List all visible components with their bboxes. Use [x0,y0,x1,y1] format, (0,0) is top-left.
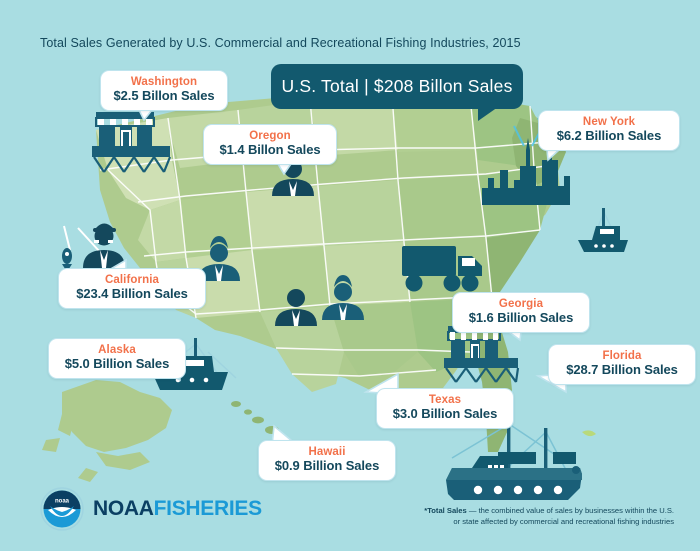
footnote-label: *Total Sales [424,506,467,515]
callout-value-florida: $28.7 Billion Sales [566,362,678,378]
logo-word-noaa: NOAA [93,497,154,520]
pier-icon-washington [92,112,172,173]
callout-value-texas: $3.0 Billion Sales [392,406,498,422]
us-total-banner: U.S. Total | $208 Billon Sales [271,64,523,109]
fisherman-icon-plains [198,236,240,281]
footnote-line-2: or state affected by commercial and recr… [453,517,674,527]
noaa-seal-text: noaa [55,499,70,505]
callout-value-oregon: $1.4 Billon Sales [219,142,321,158]
callout-state-georgia: Georgia [498,298,544,310]
page-title: Total Sales Generated by U.S. Commercial… [40,36,521,50]
callout-state-new-york: New York [582,116,636,128]
fishing-boat-icon-east [578,208,628,252]
callout-state-oregon: Oregon [249,130,291,142]
fisherman-hat-icon-california [62,223,125,272]
callout-florida[interactable]: Florida $28.7 Billion Sales [548,344,696,385]
logo-word-fisheries: FISHERIES [153,497,262,520]
delivery-truck-icon [402,246,482,292]
callout-state-washington: Washington [130,76,198,88]
noaa-fisheries-wordmark: NOAAFISHERIES [93,497,262,521]
fisherman-icon-southeast-b [322,275,364,320]
callout-state-alaska: Alaska [98,344,136,356]
callout-value-georgia: $1.6 Billion Sales [468,310,574,326]
footnote: *Total Sales — the combined value of sal… [424,505,674,528]
fisherman-icon-southeast-a [275,289,317,326]
noaa-seal-icon: noaa [40,487,84,531]
callout-value-california: $23.4 Billion Sales [76,286,188,302]
footnote-line-1: *Total Sales — the combined value of sal… [424,505,674,516]
callout-washington[interactable]: Washington $2.5 Billon Sales [100,70,228,111]
callout-new-york[interactable]: New York $6.2 Billion Sales [538,110,680,151]
callout-oregon[interactable]: Oregon $1.4 Billon Sales [203,124,337,165]
callout-state-florida: Florida [602,350,642,362]
callout-alaska[interactable]: Alaska $5.0 Billion Sales [48,338,186,379]
footnote-line-1-rest: — the combined value of sales by busines… [466,506,674,515]
callout-texas[interactable]: Texas $3.0 Billion Sales [376,388,514,429]
callout-state-hawaii: Hawaii [308,446,346,458]
callout-value-washington: $2.5 Billon Sales [113,88,215,104]
callout-value-alaska: $5.0 Billion Sales [64,356,170,372]
callout-value-new-york: $6.2 Billion Sales [556,128,662,144]
callout-hawaii[interactable]: Hawaii $0.9 Billion Sales [258,440,396,481]
us-total-banner-tail [478,107,498,121]
trawler-icon [446,420,596,500]
map-alaska [42,380,172,482]
callout-georgia[interactable]: Georgia $1.6 Billion Sales [452,292,590,333]
callout-state-texas: Texas [428,394,462,406]
noaa-fisheries-logo[interactable]: noaa NOAAFISHERIES [40,487,262,531]
us-total-text: U.S. Total | $208 Billon Sales [281,76,513,96]
callout-value-hawaii: $0.9 Billion Sales [274,458,380,474]
callout-state-california: California [104,274,160,286]
callout-california[interactable]: California $23.4 Billion Sales [58,268,206,309]
